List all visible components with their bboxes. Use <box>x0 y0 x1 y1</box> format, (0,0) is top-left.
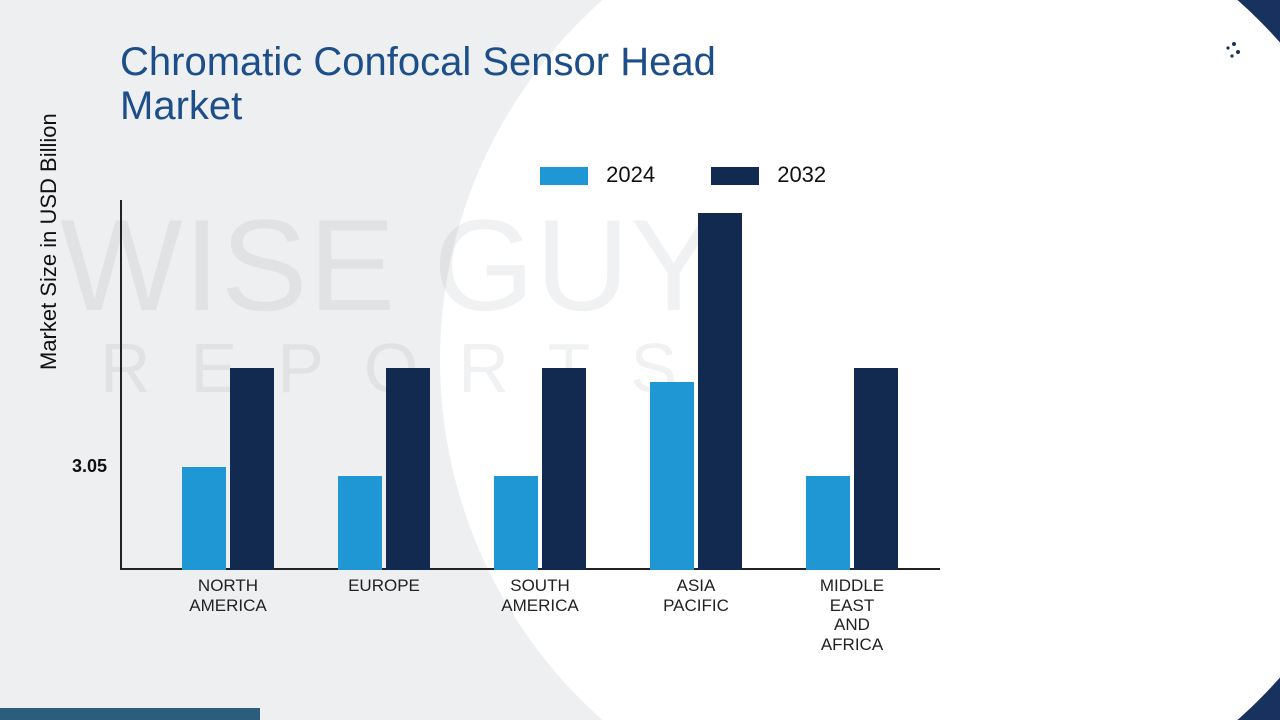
canvas: WISE GUY REPORTS WISE GUY REPORTS Chroma… <box>0 0 1280 720</box>
legend: 2024 2032 <box>540 162 826 188</box>
category-label-asia_pacific: ASIAPACIFIC <box>616 570 776 615</box>
bar-2032-europe <box>386 368 430 570</box>
legend-label-2024: 2024 <box>606 162 655 187</box>
bar-2024-mea <box>806 476 850 570</box>
category-label-europe: EUROPE <box>304 570 464 596</box>
legend-item-2032: 2032 <box>711 162 826 188</box>
bar-2032-south_america <box>542 368 586 570</box>
legend-item-2024: 2024 <box>540 162 655 188</box>
bar-2032-north_america <box>230 368 274 570</box>
y-tick: 3.05 <box>72 456 107 477</box>
logo: WISE GUY REPORTS <box>992 30 1250 101</box>
legend-swatch-2024 <box>540 167 588 185</box>
plot-area: NORTHAMERICAEUROPESOUTHAMERICAASIAPACIFI… <box>120 200 940 570</box>
logo-line2: REPORTS <box>992 83 1250 101</box>
bar-2024-europe <box>338 476 382 570</box>
bar-2032-mea <box>854 368 898 570</box>
y-axis-label: Market Size in USD Billion <box>36 113 62 370</box>
legend-swatch-2032 <box>711 167 759 185</box>
bar-2024-south_america <box>494 476 538 570</box>
category-label-north_america: NORTHAMERICA <box>148 570 308 615</box>
bar-2024-asia_pacific <box>650 382 694 570</box>
head-icon <box>1204 30 1250 85</box>
bar-2024-north_america <box>182 467 226 570</box>
logo-line1: WISE GUY <box>992 36 1185 74</box>
category-label-mea: MIDDLEEASTANDAFRICA <box>772 570 932 654</box>
y-axis <box>120 200 122 570</box>
footer-accent <box>0 708 260 720</box>
chart-title: Chromatic Confocal Sensor Head Market <box>120 40 840 128</box>
bar-2032-asia_pacific <box>698 213 742 570</box>
category-label-south_america: SOUTHAMERICA <box>460 570 620 615</box>
legend-label-2032: 2032 <box>777 162 826 187</box>
